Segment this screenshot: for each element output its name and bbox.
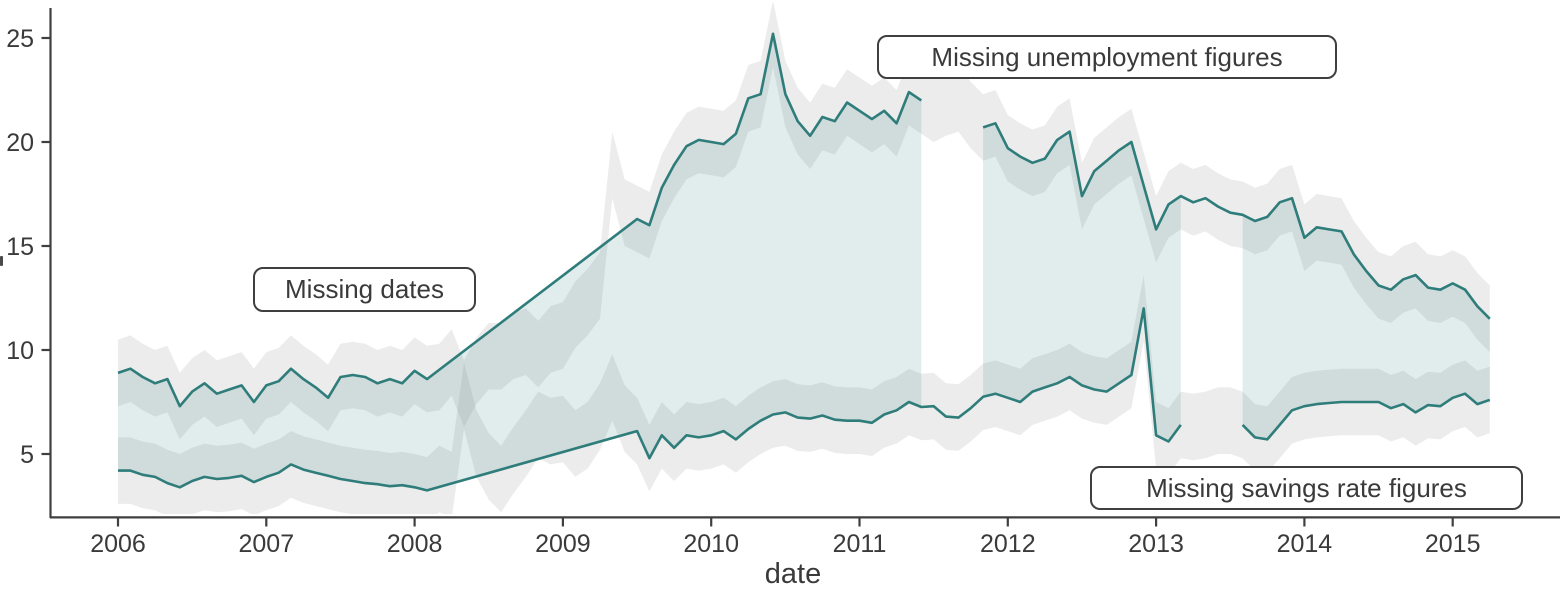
x-tick-label: 2015 <box>1425 530 1481 558</box>
ribbon-between-series <box>1242 198 1490 440</box>
x-tick-label: 2013 <box>1128 530 1184 558</box>
annotation-missing-savings-label: Missing savings rate figures <box>1146 472 1467 503</box>
x-tick-label: 2006 <box>90 530 146 558</box>
line-unemployment-duration <box>117 32 923 408</box>
x-tick-label: 2009 <box>535 530 591 558</box>
x-axis-title: date <box>764 558 822 590</box>
x-tick-label: 2008 <box>387 530 443 558</box>
x-tick-label: 2011 <box>833 530 887 558</box>
x-tick-label: 2012 <box>980 530 1036 558</box>
x-tick-label: 2014 <box>1277 530 1333 558</box>
x-tick-label: 2010 <box>683 530 739 558</box>
annotation-missing-dates-label: Missing dates <box>285 274 444 304</box>
annotation-missing-unemployment-label: Missing unemployment figures <box>931 41 1283 72</box>
line-savings-rate <box>118 307 1182 492</box>
y-tick-label: 15 <box>6 233 34 261</box>
ribbon-between-series <box>118 33 922 491</box>
y-tick-label: 10 <box>6 337 34 365</box>
ribbon-between-series <box>983 123 1181 442</box>
line-savings-rate <box>1241 392 1491 441</box>
clipped-y-axis-label <box>0 256 3 266</box>
y-tick-label: 5 <box>20 441 34 469</box>
line-unemployment-duration <box>982 122 1491 320</box>
annotation-missing-savings: Missing savings rate figures <box>1090 466 1523 510</box>
plot-area <box>117 2 1491 514</box>
band-unemployment-duration <box>118 2 1490 440</box>
annotation-missing-dates: Missing dates <box>253 267 476 312</box>
y-tick-label: 20 <box>6 129 34 157</box>
y-tick-label: 25 <box>6 25 34 53</box>
axes: 5 10 15 20 25 2006 2007 2008 2009 2010 2011 2012 201… <box>6 8 1560 558</box>
annotation-missing-unemployment: Missing unemployment figures <box>877 35 1337 79</box>
x-tick-label: 2007 <box>238 530 294 558</box>
